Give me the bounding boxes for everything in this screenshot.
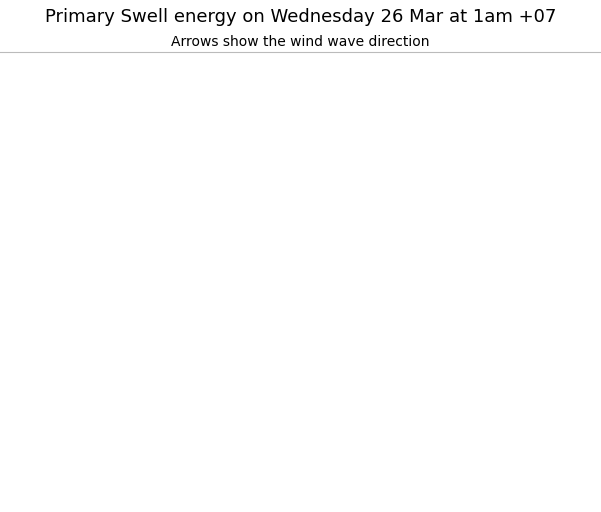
- Text: cartopy required: cartopy required: [219, 273, 382, 292]
- Text: Primary Swell energy on Wednesday 26 Mar at 1am +07: Primary Swell energy on Wednesday 26 Mar…: [45, 8, 556, 26]
- Text: Arrows show the wind wave direction: Arrows show the wind wave direction: [171, 35, 430, 49]
